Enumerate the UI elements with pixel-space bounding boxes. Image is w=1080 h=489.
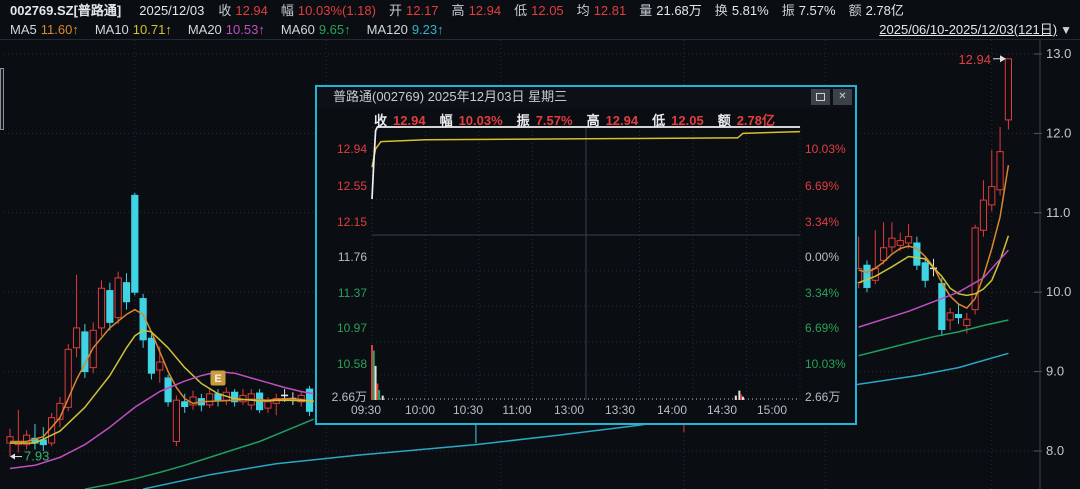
popup-right-axis-label: 0.00%: [805, 250, 840, 264]
popup-stat-value: 7.57%: [535, 113, 573, 128]
close-button[interactable]: ✕: [833, 89, 852, 105]
panel-grip[interactable]: [0, 68, 4, 130]
header-field: 低 12.05: [514, 3, 564, 18]
popup-title: 普路通(002769) 2025年12月03日 星期三: [333, 89, 568, 104]
popup-left-axis-label: 10.97: [336, 321, 367, 336]
popup-stat-value: 10.03%: [458, 113, 503, 128]
svg-text:11.0: 11.0: [1046, 205, 1070, 220]
maximize-icon: [816, 93, 825, 101]
popup-left-axis-label: 12.15: [336, 214, 367, 229]
popup-left-axis-label: 12.94: [336, 142, 367, 156]
ma-item: MA10 10.71↑: [94, 22, 172, 37]
popup-stat-label: 幅: [439, 113, 453, 128]
close-icon: ✕: [838, 91, 847, 102]
popup-left-axis-label: 11.76: [337, 250, 367, 264]
header-field: 均 12.81: [576, 3, 627, 18]
popup-stat-value: 12.05: [671, 113, 704, 128]
ma-item: MA5 11.60↑: [10, 22, 79, 37]
popup-stat-label: 收: [374, 113, 388, 128]
maximize-button[interactable]: [811, 89, 830, 105]
header-field: 振 7.57%: [781, 3, 836, 18]
header-field: 收 12.94: [218, 3, 268, 18]
popup-right-axis-label: 3.34%: [805, 214, 840, 229]
popup-time-label: 09:30: [350, 403, 382, 417]
popup-left-axis-label: 12.55: [336, 178, 367, 193]
low-price-label: 7.93: [24, 449, 49, 464]
popup-time-label: 13:30: [604, 403, 636, 417]
header-field: 幅 10.03%(1.18): [280, 3, 376, 18]
popup-left-axis-label: 10.58: [336, 357, 367, 371]
popup-stat-label: 振: [516, 113, 530, 128]
popup-stat-value: 12.94: [605, 113, 639, 128]
popup-time-label: 14:30: [706, 403, 738, 417]
date-range-selector[interactable]: 2025/06/10-2025/12/03(121日) ▼: [879, 21, 1072, 39]
popup-left-axis-label: 2.66万: [331, 390, 367, 404]
popup-right-axis-label: 10.03%: [805, 142, 846, 156]
popup-time-label: 13:00: [553, 403, 585, 417]
popup-stat-value: 2.78亿: [736, 113, 776, 128]
popup-stats-row: 收 12.94 幅 10.03% 振 7.57% 高 12.94 低 12.05 额 2.78亿: [374, 110, 789, 129]
trade-date: 2025/12/03: [139, 3, 205, 18]
popup-right-axis-label: 3.34%: [805, 285, 840, 300]
ma-item: MA60 9.65↑: [280, 22, 351, 37]
svg-text:9.0: 9.0: [1046, 364, 1064, 379]
popup-time-label: 10:30: [452, 403, 484, 417]
header-field: 开 12.17: [388, 3, 439, 18]
popup-time-label: 10:00: [404, 403, 436, 417]
intraday-popup-dialog: 普路通(002769) 2025年12月03日 星期三 ✕ 收 12.94 幅 10.…: [315, 85, 857, 425]
intraday-chart[interactable]: [317, 87, 855, 423]
header-field: 高 12.94: [451, 3, 502, 18]
popup-left-axis-label: 11.37: [337, 285, 367, 300]
caret-down-icon: ▼: [1060, 23, 1072, 37]
popup-right-axis-label: 6.69%: [805, 178, 840, 193]
svg-text:13.0: 13.0: [1046, 46, 1071, 61]
popup-stat-label: 额: [717, 113, 731, 128]
popup-titlebar[interactable]: 普路通(002769) 2025年12月03日 星期三 ✕: [317, 87, 855, 108]
date-range-text: 2025/06/10-2025/12/03(121日): [879, 22, 1058, 37]
header-field: 量 21.68万: [639, 3, 702, 18]
popup-stat-value: 12.94: [393, 113, 426, 128]
popup-right-axis-label: 10.03%: [805, 357, 846, 371]
header-field: 额 2.78亿: [848, 3, 904, 18]
popup-time-label: 14:00: [656, 403, 688, 417]
popup-stat-label: 高: [586, 113, 600, 128]
svg-text:12.0: 12.0: [1046, 125, 1071, 140]
popup-right-axis-label: 6.69%: [805, 321, 840, 336]
svg-text:8.0: 8.0: [1046, 443, 1064, 458]
svg-text:10.0: 10.0: [1046, 284, 1071, 299]
ex-dividend-badge: E: [214, 373, 221, 385]
popup-time-label: 15:00: [756, 403, 788, 417]
ma-item: MA120 9.23↑: [366, 22, 444, 37]
header-field: 换 5.81%: [714, 3, 769, 18]
popup-right-axis-label: 2.66万: [805, 390, 841, 404]
ma-indicator-bar: MA5 11.60↑ MA10 10.71↑ MA20 10.53↑ MA60 9.65↑ MA…: [0, 21, 1080, 40]
ma-item: MA20 10.53↑: [187, 22, 265, 37]
header-bar: 002769.SZ[普路通] 2025/12/03 收 12.94 幅 10.03%(1.…: [0, 0, 1080, 21]
stock-code: 002769.SZ[普路通]: [10, 3, 122, 18]
high-price-label: 12.94: [958, 52, 991, 67]
popup-time-label: 11:00: [502, 403, 532, 417]
popup-stat-label: 低: [652, 113, 666, 128]
